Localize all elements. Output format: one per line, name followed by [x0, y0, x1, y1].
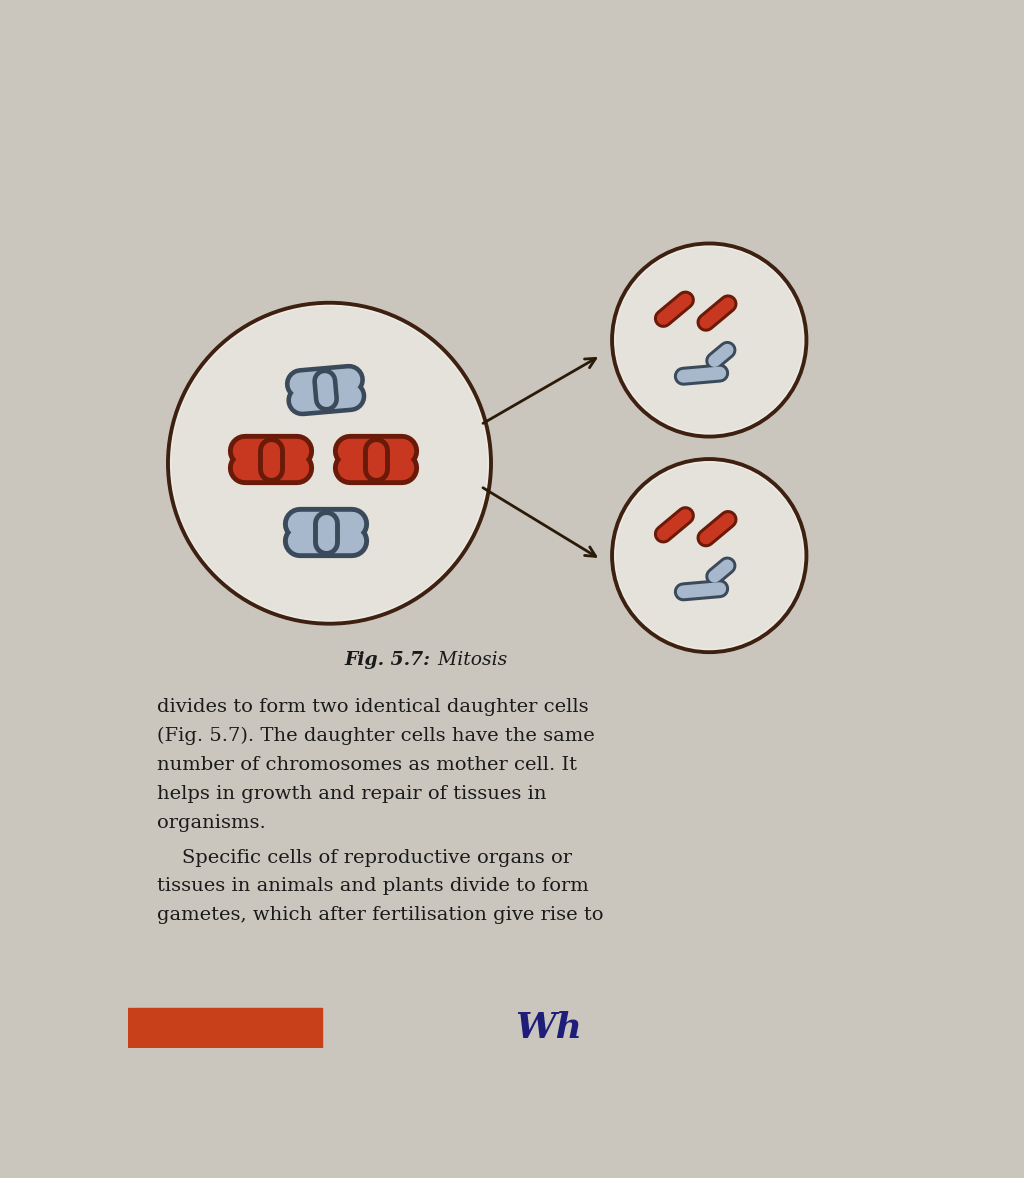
Text: Wh: Wh — [515, 1012, 583, 1045]
Text: gametes, which after fertilisation give rise to: gametes, which after fertilisation give … — [158, 906, 604, 925]
Ellipse shape — [167, 302, 493, 624]
Text: tissues in animals and plants divide to form: tissues in animals and plants divide to … — [158, 878, 589, 895]
Text: divides to form two identical daughter cells: divides to form two identical daughter c… — [158, 699, 589, 716]
Text: Mitosis: Mitosis — [432, 650, 507, 669]
Text: organisms.: organisms. — [158, 814, 266, 832]
Ellipse shape — [614, 462, 804, 649]
Bar — [128, 1008, 322, 1048]
Ellipse shape — [611, 458, 808, 654]
Text: number of chromosomes as mother cell. It: number of chromosomes as mother cell. It — [158, 756, 578, 774]
Text: Specific cells of reproductive organs or: Specific cells of reproductive organs or — [158, 848, 572, 867]
Ellipse shape — [171, 305, 488, 621]
Text: helps in growth and repair of tissues in: helps in growth and repair of tissues in — [158, 785, 547, 802]
Ellipse shape — [611, 243, 808, 438]
Text: (Fig. 5.7). The daughter cells have the same: (Fig. 5.7). The daughter cells have the … — [158, 727, 595, 746]
Ellipse shape — [614, 246, 804, 434]
Text: Fig. 5.7:: Fig. 5.7: — [344, 650, 430, 669]
